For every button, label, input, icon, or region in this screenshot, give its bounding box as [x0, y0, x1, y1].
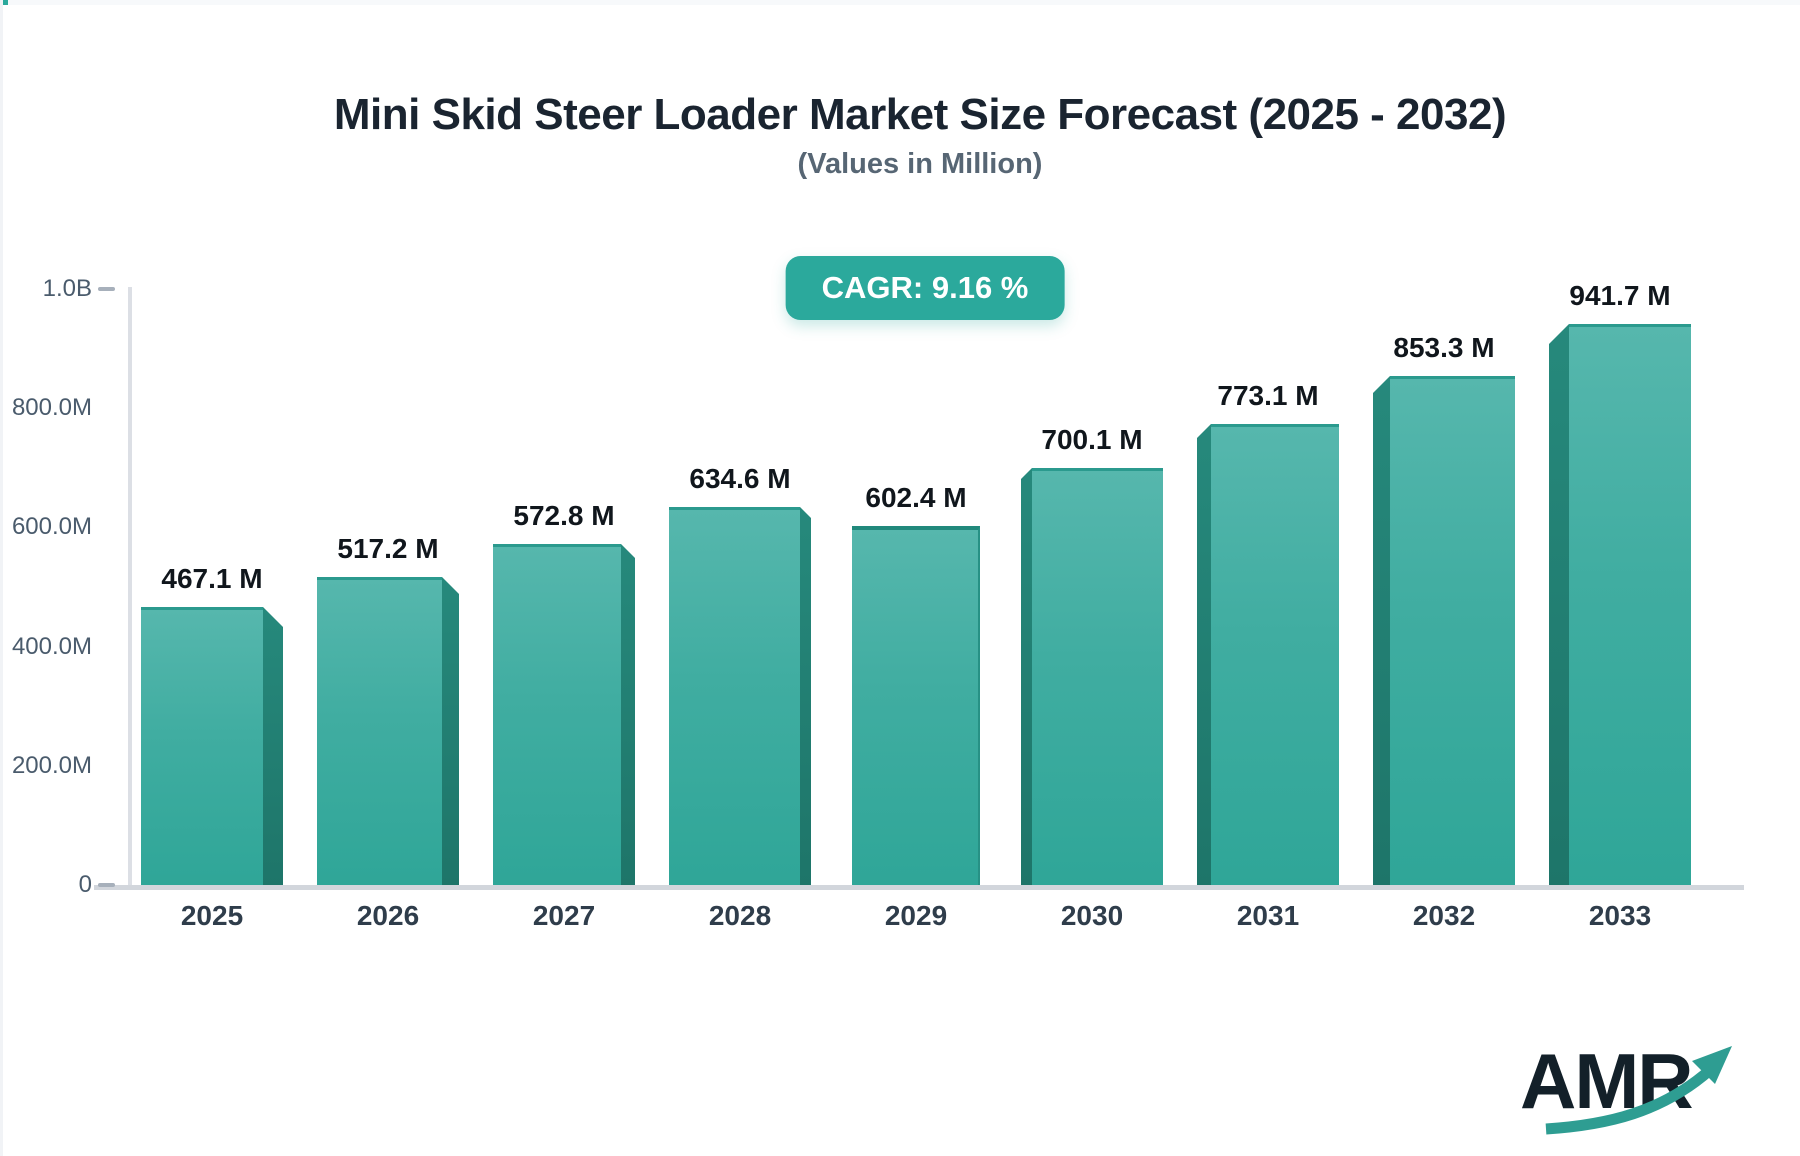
bar-face-2029 [852, 526, 980, 885]
bar-side-2028 [800, 507, 811, 885]
value-label-2033: 941.7 M [1569, 280, 1671, 311]
value-label-2028: 634.6 M [689, 463, 791, 494]
bar-2030[interactable] [1021, 468, 1163, 885]
bar-2028[interactable] [669, 507, 811, 885]
bar-side-2033 [1549, 324, 1569, 885]
bar-face-2025 [141, 607, 263, 885]
value-label-2025: 467.1 M [161, 563, 263, 594]
bar-face-2030 [1032, 468, 1163, 885]
value-label-2032: 853.3 M [1393, 332, 1495, 363]
x-axis-label-2026: 2026 [356, 900, 420, 931]
amr-logo-text: AMR [1520, 1037, 1692, 1125]
cagr-badge: CAGR: 9.16 % [785, 256, 1065, 320]
bar-face-2033 [1569, 324, 1691, 885]
bar-face-2027 [493, 544, 621, 885]
value-label-2027: 572.8 M [513, 500, 615, 531]
bar-2032[interactable] [1373, 376, 1515, 885]
logo-arrow-swoosh [1545, 1065, 1714, 1135]
y-tick-label-0: 0 [78, 871, 92, 898]
bar-side-2027 [621, 544, 635, 885]
y-tick-dash-0 [98, 883, 115, 887]
bar-2029[interactable] [852, 526, 980, 885]
left-edge-line [0, 0, 3, 1156]
y-tick-label-600.0M: 600.0M [11, 513, 92, 541]
y-tick-label-400.0M: 400.0M [11, 632, 92, 660]
x-axis-label-2032: 2032 [1412, 900, 1476, 931]
x-axis-label-2030: 2030 [1060, 900, 1124, 931]
x-baseline [94, 885, 1744, 890]
x-axis-label-2031: 2031 [1236, 900, 1300, 931]
bar-2025[interactable] [141, 607, 283, 885]
teal-fragment [0, 0, 8, 5]
bar-side-2026 [442, 577, 459, 885]
top-edge-strip [0, 0, 1800, 5]
bar-2031[interactable] [1197, 424, 1339, 885]
bar-side-2025 [263, 607, 283, 885]
amr-logo-svg: AMR [1520, 1037, 1732, 1135]
y-tick-label-1.0B: 1.0B [42, 275, 92, 302]
bar-face-2028 [669, 507, 800, 885]
amr-logo: AMR [1518, 1028, 1758, 1138]
chart-subtitle: (Values in Million) [797, 148, 1043, 180]
value-label-2026: 517.2 M [337, 533, 439, 564]
bar-side-2030 [1021, 468, 1032, 885]
chart-title: Mini Skid Steer Loader Market Size Forec… [333, 90, 1507, 139]
bar-2026[interactable] [317, 577, 459, 885]
y-axis-line [128, 287, 132, 887]
bar-side-2031 [1197, 424, 1211, 885]
value-label-2030: 700.1 M [1041, 424, 1143, 455]
x-axis-label-2027: 2027 [532, 900, 596, 931]
x-axis-label-2025: 2025 [180, 900, 244, 931]
bar-face-2026 [317, 577, 442, 885]
bar-face-2032 [1390, 376, 1515, 885]
x-axis-label-2028: 2028 [708, 900, 772, 931]
logo-arrow-head [1692, 1046, 1732, 1084]
value-label-2031: 773.1 M [1217, 380, 1319, 411]
bar-2033[interactable] [1549, 324, 1691, 885]
bar-2027[interactable] [493, 544, 635, 885]
bar-side-2032 [1373, 376, 1390, 885]
y-tick-dash-1.0B [98, 287, 115, 291]
x-axis-label-2029: 2029 [884, 900, 948, 931]
y-tick-label-200.0M: 200.0M [11, 751, 92, 779]
bar-face-2031 [1211, 424, 1339, 885]
y-tick-label-800.0M: 800.0M [11, 394, 92, 422]
value-label-2029: 602.4 M [865, 482, 967, 513]
x-axis-label-2033: 2033 [1588, 900, 1652, 931]
